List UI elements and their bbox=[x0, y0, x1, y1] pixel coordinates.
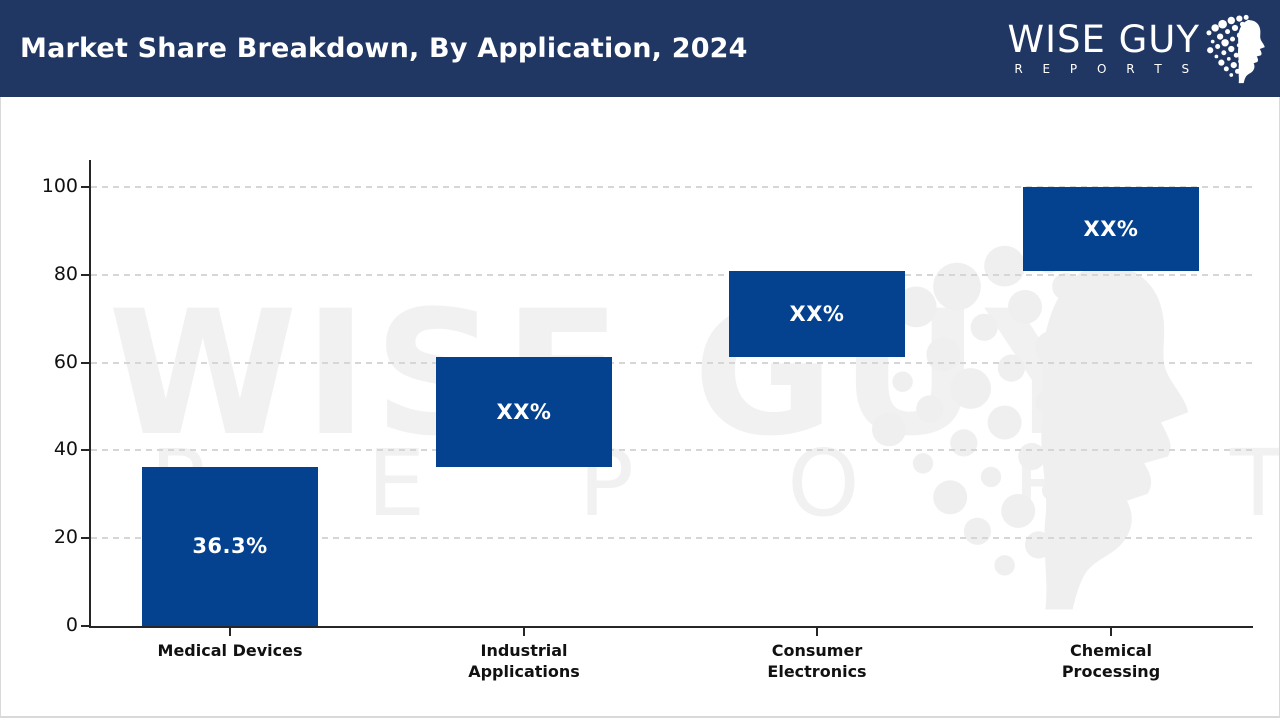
y-gridline bbox=[91, 186, 1253, 188]
y-tick-mark bbox=[81, 625, 89, 627]
y-tick-mark bbox=[81, 273, 89, 276]
waterfall-bar: 36.3% bbox=[142, 466, 318, 626]
y-tick-label: 100 bbox=[41, 175, 78, 197]
logo-wordmark: WISE GUY bbox=[1007, 18, 1200, 61]
x-tick-mark bbox=[1110, 628, 1112, 636]
y-axis-line bbox=[89, 160, 91, 628]
category-label-line: Processing bbox=[1061, 662, 1161, 681]
y-gridline bbox=[91, 449, 1253, 452]
y-tick-label: 20 bbox=[53, 526, 78, 549]
bar-value-label: 36.3% bbox=[192, 534, 268, 559]
header: Market Share Breakdown, By Application, … bbox=[0, 0, 1280, 97]
y-tick-mark bbox=[81, 186, 89, 188]
waterfall-bar: XX% bbox=[1023, 187, 1199, 271]
category-label-line: Applications bbox=[468, 662, 580, 681]
y-tick-label: 0 bbox=[65, 614, 78, 636]
y-tick-label: 60 bbox=[53, 350, 78, 373]
y-tick-mark bbox=[81, 361, 89, 364]
x-axis-line bbox=[89, 626, 1253, 628]
category-label: Consumer Electronics bbox=[707, 640, 927, 682]
bar-value-label: XX% bbox=[1083, 216, 1139, 241]
x-tick-mark bbox=[229, 628, 231, 636]
y-gridline bbox=[91, 537, 1253, 540]
y-tick-mark bbox=[81, 449, 89, 452]
wiseguy-logo: WISE GUY R E P O R T S bbox=[1008, 9, 1266, 89]
x-tick-mark bbox=[816, 628, 818, 636]
waterfall-bar: XX% bbox=[436, 357, 612, 467]
category-label: Industrial Applications bbox=[414, 640, 634, 682]
logo-subtext: R E P O R T S bbox=[1014, 62, 1198, 76]
waterfall-bar: XX% bbox=[729, 270, 905, 358]
logo-text: WISE GUY R E P O R T S bbox=[1008, 21, 1200, 76]
category-label-line: Electronics bbox=[767, 662, 867, 681]
category-label-line: Industrial bbox=[480, 641, 568, 660]
category-label: Medical Devices bbox=[120, 640, 340, 661]
y-gridline bbox=[91, 273, 1253, 276]
category-label-line: Chemical bbox=[1070, 641, 1152, 660]
y-tick-mark bbox=[81, 537, 89, 540]
bar-value-label: XX% bbox=[789, 302, 845, 327]
page-title: Market Share Breakdown, By Application, … bbox=[20, 33, 748, 64]
x-tick-mark bbox=[523, 628, 525, 636]
bar-value-label: XX% bbox=[496, 399, 552, 424]
category-label-line: Consumer bbox=[771, 641, 863, 660]
y-gridline bbox=[91, 361, 1253, 364]
category-label: Chemical Processing bbox=[1001, 640, 1221, 682]
y-tick-label: 80 bbox=[53, 262, 78, 285]
category-label-line: Medical Devices bbox=[157, 641, 303, 660]
y-tick-label: 40 bbox=[53, 438, 78, 461]
